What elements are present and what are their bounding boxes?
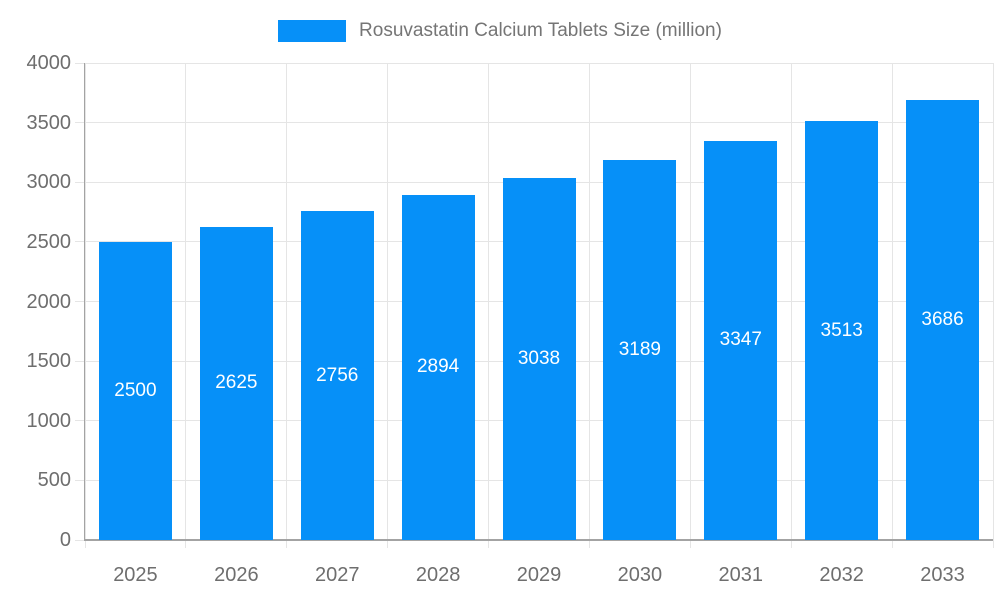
y-tick-mark-1000 xyxy=(75,420,85,422)
x-tick-mark-0 xyxy=(84,540,86,548)
x-axis-line xyxy=(84,539,993,541)
x-gridline-4 xyxy=(488,63,490,540)
x-gridline-2 xyxy=(286,63,288,540)
y-gridline-4000 xyxy=(85,62,993,64)
bar-value-label-2025: 2500 xyxy=(114,379,157,401)
bar-value-label-2033: 3686 xyxy=(921,309,964,331)
x-tick-label-2025: 2025 xyxy=(113,564,158,586)
x-tick-label-2030: 2030 xyxy=(617,564,663,586)
y-tick-mark-1500 xyxy=(75,360,85,362)
x-tick-mark-5 xyxy=(588,540,590,548)
legend-label: Rosuvastatin Calcium Tablets Size (milli… xyxy=(359,20,722,41)
x-tick-label-2028: 2028 xyxy=(415,564,461,586)
y-tick-label-2000: 2000 xyxy=(26,290,72,313)
y-tick-mark-4000 xyxy=(75,62,85,64)
x-tick-label-2032: 2032 xyxy=(819,564,864,586)
x-tick-mark-3 xyxy=(387,540,389,548)
y-tick-mark-3000 xyxy=(75,181,85,183)
y-tick-label-2500: 2500 xyxy=(26,230,72,253)
x-gridline-0 xyxy=(84,63,86,540)
x-gridline-1 xyxy=(185,63,187,540)
bar-value-label-2026: 2625 xyxy=(215,372,258,394)
x-tick-label-2026: 2026 xyxy=(214,564,259,586)
chart-legend[interactable]: Rosuvastatin Calcium Tablets Size (milli… xyxy=(0,18,1000,44)
bar-2025[interactable] xyxy=(98,241,172,540)
y-tick-mark-3500 xyxy=(75,122,85,124)
y-gridline-3500 xyxy=(85,122,993,124)
legend-swatch-icon xyxy=(278,20,347,42)
x-tick-label-2031: 2031 xyxy=(718,564,764,586)
bar-2032[interactable] xyxy=(805,121,879,540)
x-gridline-6 xyxy=(689,63,691,540)
bar-2026[interactable] xyxy=(199,226,273,540)
y-tick-label-0: 0 xyxy=(59,529,71,551)
y-axis-line xyxy=(84,63,85,540)
y-tick-label-3000: 3000 xyxy=(26,171,72,194)
bar-value-label-2030: 3189 xyxy=(618,338,662,360)
bar-value-label-2031: 3347 xyxy=(719,329,762,351)
y-tick-mark-500 xyxy=(75,479,85,481)
x-gridline-3 xyxy=(387,63,389,540)
x-gridline-8 xyxy=(891,63,893,540)
bar-value-label-2029: 3038 xyxy=(517,347,561,369)
x-tick-mark-4 xyxy=(488,540,490,548)
y-tick-label-3500: 3500 xyxy=(26,111,72,134)
x-tick-mark-2 xyxy=(286,540,288,548)
bar-2033[interactable] xyxy=(906,100,980,540)
x-tick-mark-1 xyxy=(185,540,187,548)
bar-2027[interactable] xyxy=(300,211,374,540)
y-tick-mark-2500 xyxy=(75,241,85,243)
bar-2030[interactable] xyxy=(603,159,677,540)
x-tick-label-2027: 2027 xyxy=(314,564,360,586)
y-tick-mark-0 xyxy=(75,539,85,541)
x-gridline-5 xyxy=(588,63,590,540)
y-tick-label-1000: 1000 xyxy=(26,409,72,432)
bar-2029[interactable] xyxy=(502,177,576,540)
bar-value-label-2027: 2756 xyxy=(316,364,359,386)
y-tick-label-1500: 1500 xyxy=(26,350,72,373)
x-tick-mark-9 xyxy=(992,540,994,548)
x-gridline-7 xyxy=(790,63,792,540)
x-tick-mark-6 xyxy=(689,540,691,548)
x-tick-label-2033: 2033 xyxy=(920,564,965,586)
x-gridline-9 xyxy=(992,63,994,540)
bar-value-label-2028: 2894 xyxy=(416,356,460,378)
x-tick-mark-7 xyxy=(790,540,792,548)
x-tick-mark-8 xyxy=(891,540,893,548)
y-tick-label-4000: 4000 xyxy=(26,52,72,74)
bar-2031[interactable] xyxy=(704,140,778,540)
y-tick-label-500: 500 xyxy=(37,469,71,492)
x-tick-label-2029: 2029 xyxy=(516,564,562,586)
bar-value-label-2032: 3513 xyxy=(820,319,863,341)
bar-2028[interactable] xyxy=(401,194,475,540)
y-tick-mark-2000 xyxy=(75,301,85,302)
